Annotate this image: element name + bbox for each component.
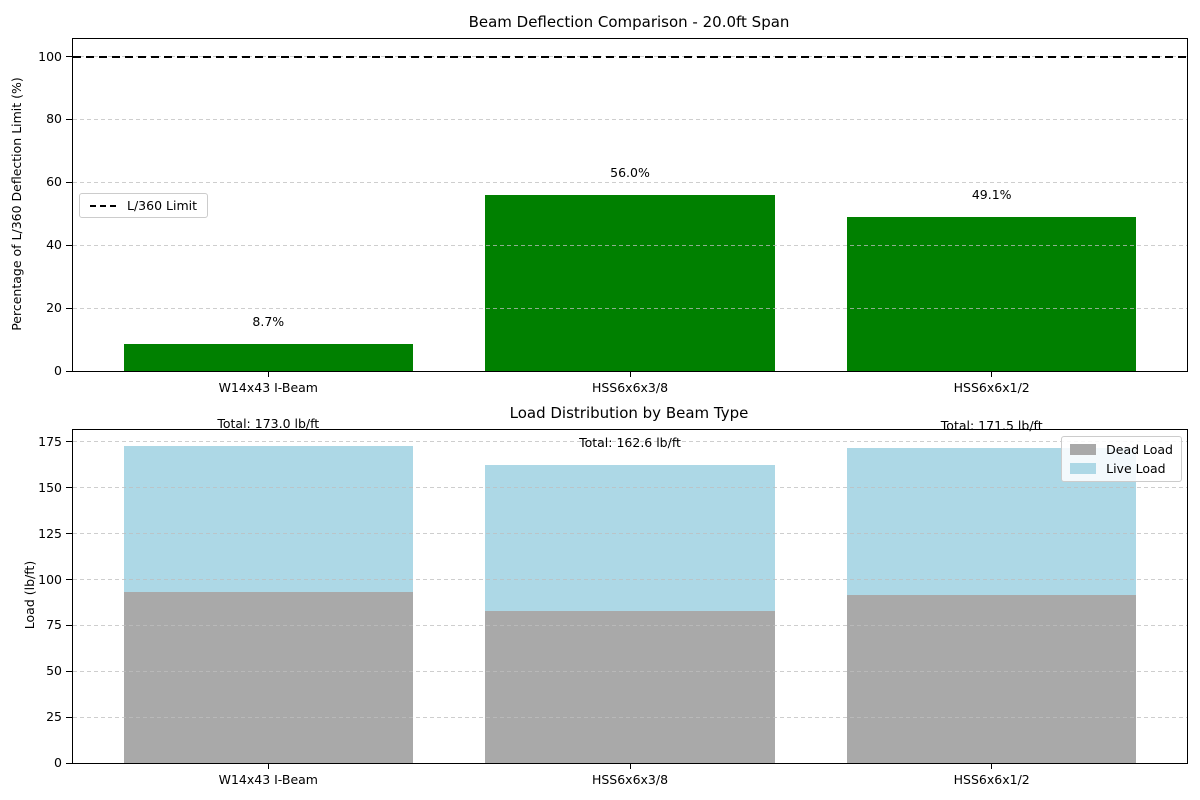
x-tick-label: HSS6x6x1/2	[953, 772, 1030, 787]
x-tick-mark	[267, 764, 269, 769]
limit-line	[73, 55, 1187, 58]
y-tick-label: 175	[38, 433, 62, 449]
y-tick-label: 100	[38, 48, 62, 64]
legend-label: L/360 Limit	[127, 198, 197, 213]
gridline	[73, 670, 1187, 672]
y-axis-label: Load (lb/ft)	[22, 560, 37, 630]
gridline	[73, 307, 1187, 309]
y-tick-mark	[66, 118, 72, 120]
bar-value-label: 8.7%	[252, 313, 285, 329]
bar-segment	[123, 445, 413, 593]
y-tick-label: 40	[46, 237, 62, 253]
legend: L/360 Limit	[79, 193, 208, 218]
y-tick-label: 25	[46, 709, 62, 725]
legend-dash-icon	[90, 204, 117, 207]
y-tick-label: 80	[46, 111, 62, 127]
x-tick-label: HSS6x6x3/8	[591, 380, 669, 395]
y-tick-label: 0	[54, 755, 62, 770]
legend-row: L/360 Limit	[80, 194, 207, 217]
y-tick-mark	[66, 762, 72, 764]
x-tick-label: HSS6x6x3/8	[591, 772, 669, 787]
y-tick-label: 20	[46, 300, 62, 316]
y-tick-mark	[66, 624, 72, 626]
bar	[847, 216, 1137, 371]
gridline	[73, 533, 1187, 535]
bar-value-label: 56.0%	[610, 164, 650, 180]
x-tick-label: W14x43 I-Beam	[218, 380, 318, 395]
y-tick-label: 60	[46, 174, 62, 190]
gridline	[73, 244, 1187, 246]
bar-value-label: 49.1%	[971, 186, 1012, 202]
x-tick-label: HSS6x6x1/2	[953, 380, 1030, 395]
bar-segment	[847, 595, 1137, 763]
bar	[123, 343, 413, 371]
gridline	[73, 624, 1187, 626]
total-label: Total: 173.0 lb/ft	[217, 415, 320, 431]
x-tick-mark	[991, 764, 993, 769]
y-tick-label: 0	[54, 363, 62, 378]
y-axis-label: Percentage of L/360 Deflection Limit (%)	[9, 77, 24, 331]
plot-area: 0 20 40 60 80 100 W14x43 I-Beam 8.7% HSS6x6x3/8 5…	[38, 38, 1188, 395]
legend-label: Live Load	[1106, 461, 1166, 476]
y-tick-mark	[66, 56, 72, 58]
x-tick-label: W14x43 I-Beam	[218, 772, 318, 787]
x-tick-mark	[267, 372, 269, 377]
y-tick-mark	[66, 579, 72, 581]
y-tick-mark	[66, 716, 72, 718]
gridline	[73, 118, 1187, 120]
y-tick-label: 125	[38, 525, 62, 541]
y-tick-mark	[66, 441, 72, 443]
y-tick-label: 75	[46, 617, 62, 633]
y-tick-mark	[66, 244, 72, 246]
y-tick-mark	[66, 533, 72, 535]
plot-area: 0 25 50 75 100 125 150 175 W14x43 I-Beam Total: 1…	[38, 416, 1188, 787]
gridline	[73, 181, 1187, 183]
y-tick-mark	[66, 370, 72, 372]
legend-patch-icon	[1070, 463, 1097, 474]
gridline	[73, 441, 1187, 443]
bar-segment	[485, 611, 775, 763]
chart-title: Load Distribution by Beam Type	[509, 404, 749, 422]
y-tick-label: 50	[46, 663, 62, 679]
y-tick-label: 150	[38, 479, 62, 495]
chart-title: Beam Deflection Comparison - 20.0ft Span	[468, 13, 790, 31]
legend-patch-icon	[1070, 444, 1097, 455]
legend-row: Live Load	[1062, 459, 1181, 478]
y-tick-label: 100	[38, 571, 62, 587]
gridline	[73, 716, 1187, 718]
total-label: Total: 162.6 lb/ft	[579, 434, 681, 450]
bar	[485, 194, 775, 371]
x-tick-mark	[991, 372, 993, 377]
y-tick-mark	[66, 670, 72, 672]
x-tick-mark	[629, 764, 631, 769]
legend-row: Dead Load	[1062, 440, 1181, 459]
gridline	[73, 487, 1187, 489]
legend: Dead Load Live Load	[1061, 436, 1182, 482]
y-tick-mark	[66, 181, 72, 183]
bar-segment	[485, 464, 775, 612]
total-label: Total: 171.5 lb/ft	[940, 418, 1043, 434]
x-tick-mark	[629, 372, 631, 377]
y-tick-mark	[66, 307, 72, 309]
gridline	[73, 579, 1187, 581]
legend-label: Dead Load	[1106, 442, 1173, 457]
bar-segment	[123, 592, 413, 763]
y-tick-mark	[66, 487, 72, 489]
